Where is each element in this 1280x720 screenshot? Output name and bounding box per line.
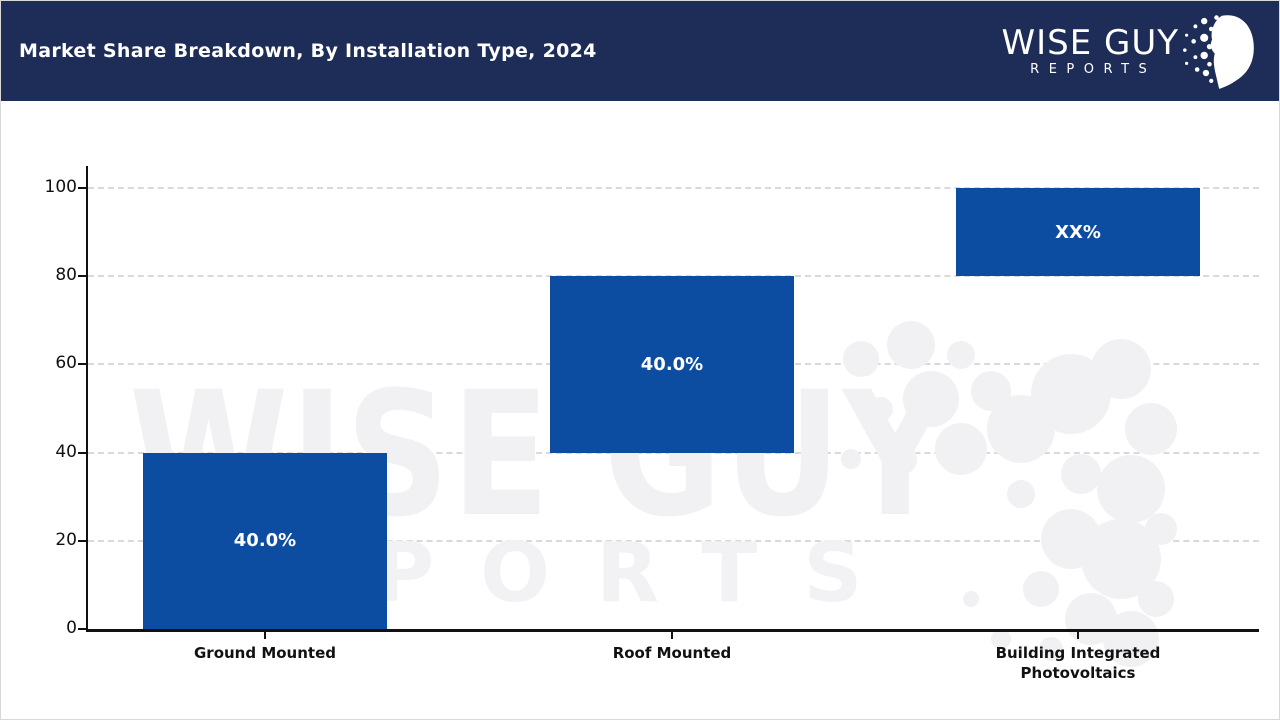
y-tick-label: 80 [55, 265, 77, 286]
y-tick-mark [78, 451, 86, 454]
brand-logo: WISE GUY REPORTS [1001, 10, 1257, 92]
y-axis-line [86, 166, 88, 632]
brand-logo-text: WISE GUY REPORTS [1001, 26, 1179, 76]
y-tick-mark [78, 363, 86, 366]
y-tick-label: 60 [55, 353, 77, 374]
page-title: Market Share Breakdown, By Installation … [19, 40, 597, 62]
y-tick-label: 40 [55, 441, 77, 462]
bar-segment: 40.0% [550, 276, 794, 453]
y-tick-label: 100 [44, 177, 77, 197]
x-category-label: Building Integrated Photovoltaics [995, 644, 1161, 682]
x-tick-mark [1077, 632, 1079, 639]
bar-segment: 40.0% [143, 452, 387, 629]
y-tick-label: 0 [66, 618, 77, 638]
x-category-label: Ground Mounted [193, 644, 336, 662]
chart-area: WISE GUY REPORTS 0 20 40 60 80 100 40.0% Ground… [1, 101, 1279, 719]
x-tick-mark [671, 632, 673, 639]
report-header: Market Share Breakdown, By Installation … [1, 1, 1279, 101]
bar-value-label: XX% [1055, 221, 1101, 243]
y-tick-mark [78, 275, 86, 278]
gridline [88, 451, 1259, 454]
gridline [88, 539, 1259, 542]
x-category-label: Roof Mounted [612, 644, 732, 662]
y-tick-mark [78, 187, 86, 189]
x-axis-line [86, 629, 1259, 632]
gridline [88, 187, 1259, 189]
y-tick-mark [78, 539, 86, 542]
y-tick-mark [78, 628, 86, 630]
plot-foreground-layer: 0 20 40 60 80 100 40.0% Ground Mounted 40.0% Roof… [1, 101, 1279, 719]
bar-segment: XX% [956, 188, 1200, 277]
face-dots-icon [1183, 15, 1254, 89]
x-tick-mark [264, 632, 266, 639]
brand-name: WISE GUY [1001, 23, 1179, 63]
watermark-head-dots [841, 321, 1177, 667]
brand-subname: REPORTS [1030, 62, 1157, 77]
y-tick-label: 20 [55, 529, 77, 550]
bar-value-label: 40.0% [640, 353, 704, 375]
bar-value-label: 40.0% [233, 530, 297, 552]
